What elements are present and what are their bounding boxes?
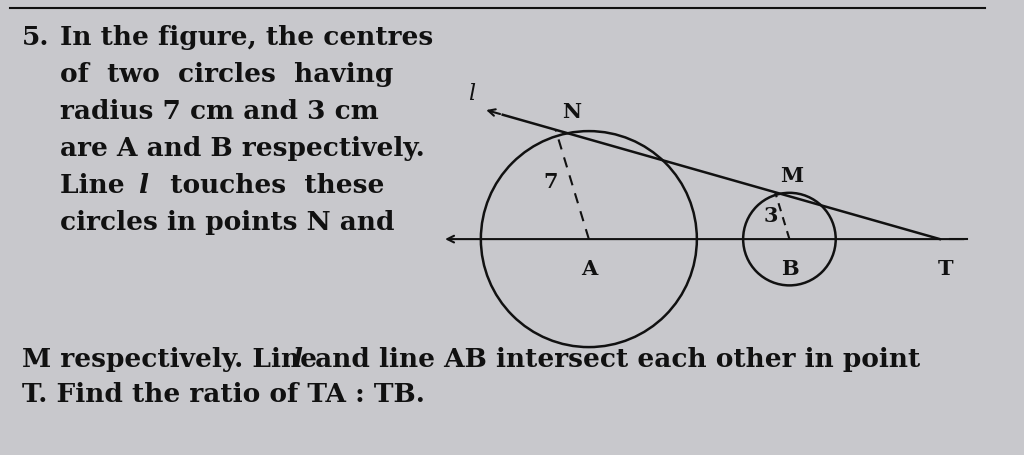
Text: M: M [780, 166, 803, 186]
Text: T. Find the ratio of TA : TB.: T. Find the ratio of TA : TB. [22, 382, 425, 407]
Text: N: N [561, 102, 581, 122]
Text: and line AB intersect each other in point: and line AB intersect each other in poin… [306, 347, 921, 372]
Text: l: l [292, 347, 302, 372]
Text: l: l [468, 83, 475, 105]
Text: 3: 3 [764, 206, 778, 226]
Text: 5.: 5. [22, 25, 49, 50]
Text: touches  these: touches these [152, 173, 384, 198]
Text: of  two  circles  having: of two circles having [60, 62, 393, 87]
Text: radius 7 cm and 3 cm: radius 7 cm and 3 cm [60, 99, 379, 124]
Text: B: B [780, 259, 799, 279]
Text: Line: Line [60, 173, 143, 198]
Text: are A and B respectively.: are A and B respectively. [60, 136, 425, 161]
Text: In the figure, the centres: In the figure, the centres [60, 25, 433, 50]
Text: M respectively. Line: M respectively. Line [22, 347, 326, 372]
Text: circles in points N and: circles in points N and [60, 210, 394, 235]
Text: T: T [938, 259, 953, 279]
Text: 7: 7 [544, 172, 558, 192]
Text: l: l [138, 173, 148, 198]
Text: A: A [581, 259, 597, 279]
